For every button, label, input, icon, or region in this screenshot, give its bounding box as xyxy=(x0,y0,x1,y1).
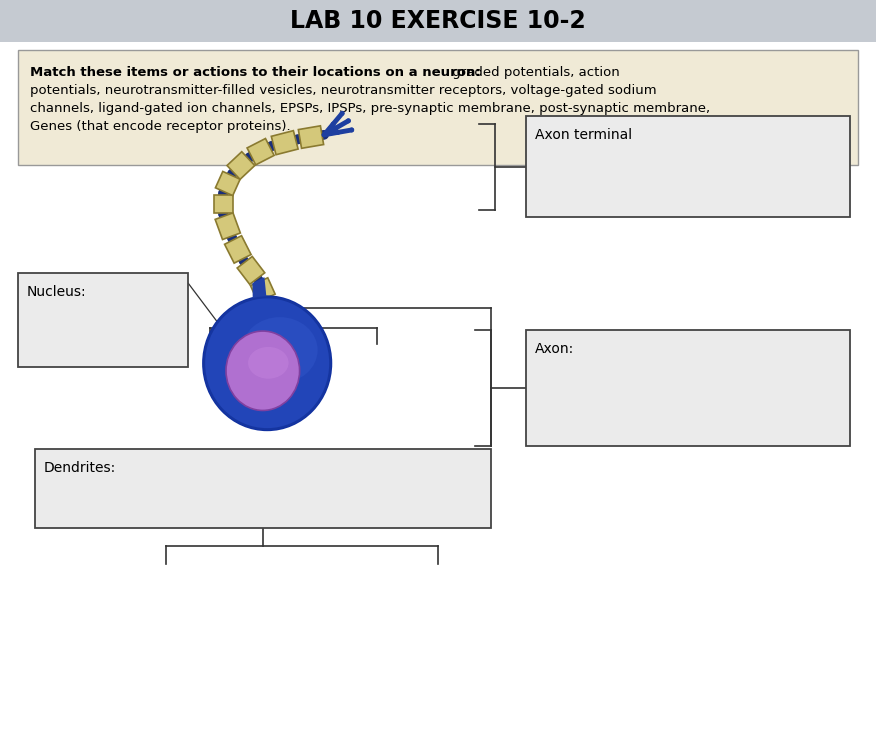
Bar xyxy=(18,50,858,165)
Bar xyxy=(0,0,876,42)
Circle shape xyxy=(350,127,354,133)
Polygon shape xyxy=(215,213,240,240)
Text: Nucleus:: Nucleus: xyxy=(26,285,86,300)
Polygon shape xyxy=(215,172,240,195)
Polygon shape xyxy=(299,126,323,148)
Polygon shape xyxy=(251,278,275,302)
Text: Axon terminal: Axon terminal xyxy=(534,128,632,142)
Ellipse shape xyxy=(226,331,300,410)
Polygon shape xyxy=(252,277,279,424)
Polygon shape xyxy=(214,195,233,213)
Ellipse shape xyxy=(204,297,330,429)
Polygon shape xyxy=(272,130,298,155)
Circle shape xyxy=(336,130,341,135)
Text: LAB 10 EXERCISE 10-2: LAB 10 EXERCISE 10-2 xyxy=(290,9,586,33)
Text: Axon:: Axon: xyxy=(534,342,574,356)
Text: channels, ligand-gated ion channels, EPSPs, IPSPs, pre-synaptic membrane, post-s: channels, ligand-gated ion channels, EPS… xyxy=(30,102,710,115)
Text: Match these items or actions to their locations on a neuron:: Match these items or actions to their lo… xyxy=(30,66,481,79)
Text: potentials, neurotransmitter-filled vesicles, neurotransmitter receptors, voltag: potentials, neurotransmitter-filled vesi… xyxy=(30,84,657,97)
Bar xyxy=(526,330,850,446)
Circle shape xyxy=(330,121,336,127)
Bar xyxy=(18,273,188,367)
Ellipse shape xyxy=(242,317,318,383)
Text: Dendrites:: Dendrites: xyxy=(44,461,117,476)
Polygon shape xyxy=(227,152,255,179)
Text: graded potentials, action: graded potentials, action xyxy=(448,66,619,79)
Polygon shape xyxy=(224,236,251,263)
Circle shape xyxy=(346,118,351,124)
Circle shape xyxy=(340,111,344,116)
Polygon shape xyxy=(237,256,265,285)
Polygon shape xyxy=(247,139,274,165)
Ellipse shape xyxy=(202,295,332,431)
Text: Genes (that encode receptor proteins).: Genes (that encode receptor proteins). xyxy=(30,120,291,133)
Bar xyxy=(35,449,491,528)
Circle shape xyxy=(334,125,339,130)
Bar xyxy=(526,116,850,217)
Ellipse shape xyxy=(248,347,288,379)
